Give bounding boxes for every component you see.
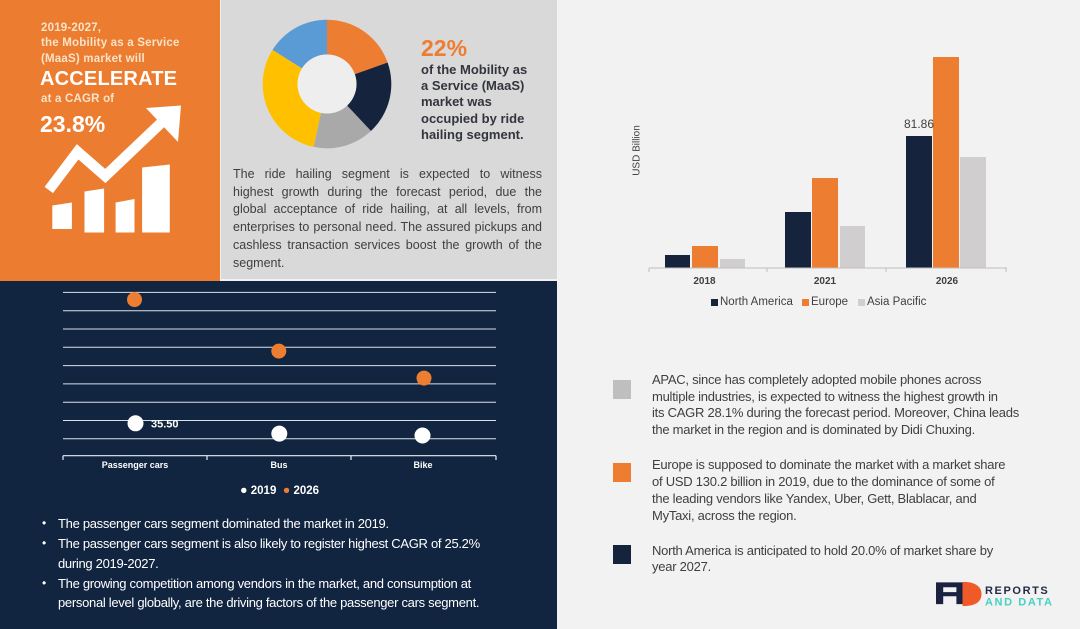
svg-text:REPORTS: REPORTS — [985, 585, 1049, 597]
svg-text:AND DATA: AND DATA — [985, 597, 1054, 609]
svg-text:35.50: 35.50 — [151, 418, 179, 430]
